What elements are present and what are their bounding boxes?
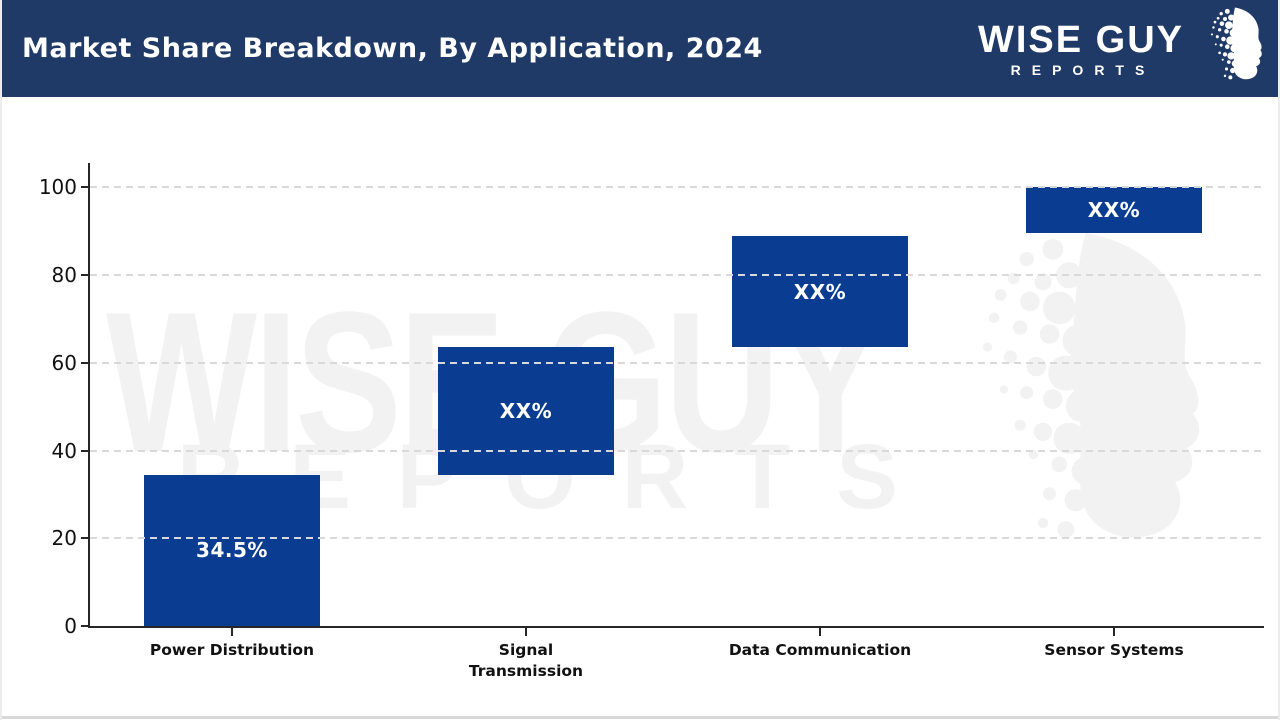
x-tick-mark <box>819 628 821 636</box>
x-tick-label: Power Distribution <box>149 641 315 659</box>
wise-guy-logo: WISE GUY REPORTS <box>978 6 1264 92</box>
watermark-head-icon <box>983 232 1200 539</box>
bar-value-label: XX% <box>793 279 847 304</box>
bottom-rule <box>2 716 1278 719</box>
wise-guy-head-icon <box>1210 7 1262 80</box>
y-tick-label: 80 <box>51 263 77 288</box>
bar-power-distribution: 34.5% <box>144 474 320 626</box>
bar-sensor-systems: XX% <box>1026 187 1202 234</box>
logo-wordmark: WISE GUY <box>977 19 1184 61</box>
y-tick-mark <box>81 449 89 452</box>
logo-text: WISE GUY REPORTS <box>978 20 1184 78</box>
x-tick-mark <box>1113 628 1115 636</box>
logo-subtitle: REPORTS <box>1010 62 1156 78</box>
x-tick-mark <box>231 628 233 636</box>
bar-value-label: 34.5% <box>196 538 268 563</box>
y-tick-mark <box>81 186 89 189</box>
y-tick-mark <box>81 274 89 277</box>
gridline-40 <box>90 449 1264 452</box>
header-bar: Market Share Breakdown, By Application, … <box>2 0 1278 97</box>
y-tick-mark <box>81 625 89 627</box>
bar-value-label: XX% <box>499 399 553 424</box>
page-title: Market Share Breakdown, By Application, … <box>22 33 763 64</box>
x-tick-mark <box>525 628 527 636</box>
y-tick-label: 20 <box>51 526 77 551</box>
x-tick-label: Signal Transmission <box>468 641 584 680</box>
gridline-60 <box>90 361 1264 364</box>
bar-data-communication: XX% <box>732 235 908 348</box>
y-tick-label: 40 <box>51 438 77 463</box>
y-tick-label: 100 <box>38 175 77 200</box>
x-tick-label: Sensor Systems <box>1044 641 1184 659</box>
gridline-80 <box>90 274 1264 277</box>
y-tick-mark <box>81 361 89 364</box>
y-tick-mark <box>81 537 89 540</box>
y-tick-label: 0 <box>64 614 77 638</box>
y-tick-label: 60 <box>51 350 77 375</box>
x-tick-label: Data Communication <box>728 641 912 659</box>
bar-signal-transmission: XX% <box>438 347 614 475</box>
bar-value-label: XX% <box>1087 198 1141 223</box>
x-axis-line <box>88 626 1264 628</box>
y-axis-line <box>88 163 90 628</box>
